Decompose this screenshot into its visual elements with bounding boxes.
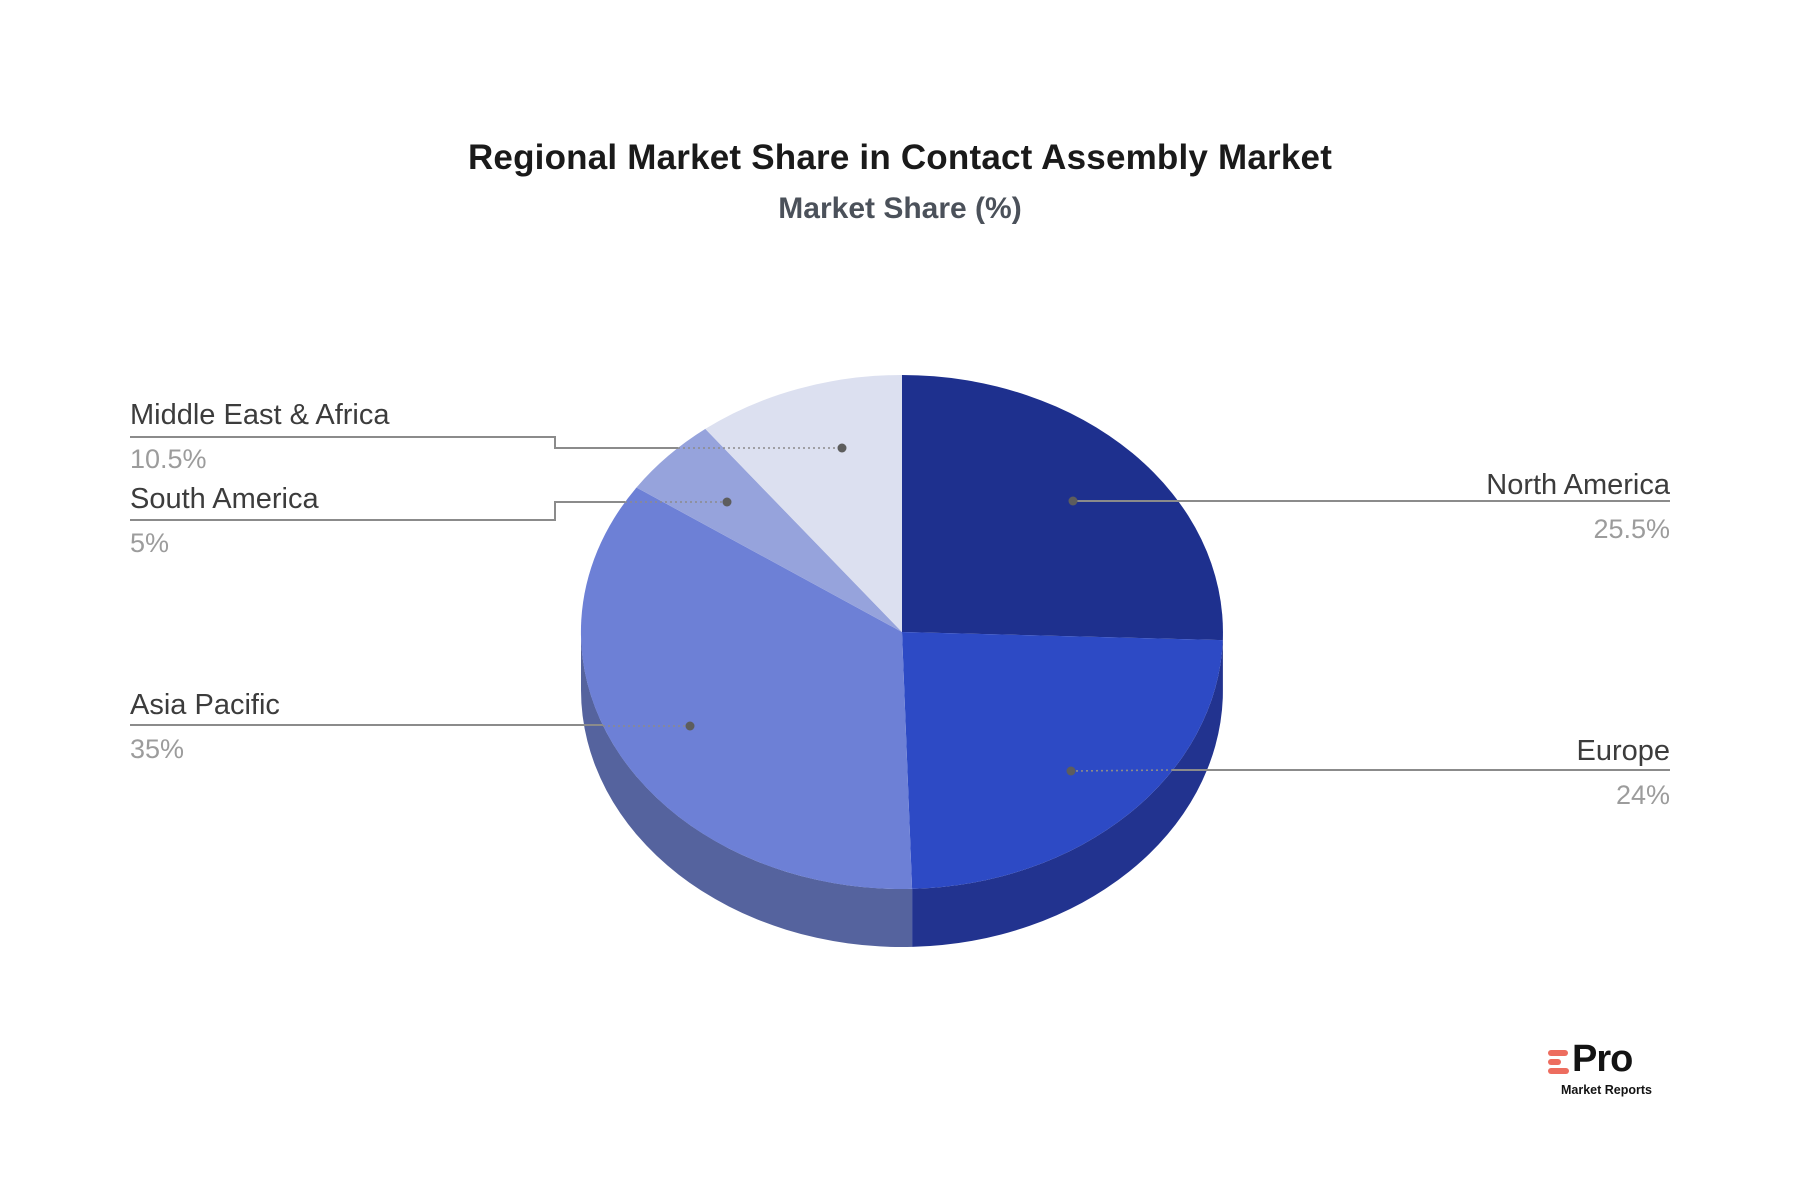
callout-value-north-america: 25.5% [1593,514,1670,545]
pie-slice-south-america[interactable] [636,428,903,632]
callout-north-america: North America 25.5% [1486,469,1670,545]
pie-slice-north-america[interactable] [902,375,1223,641]
pie-slice-side-asia-pacific [581,632,913,948]
callout-label-middle-east-africa: Middle East & Africa [130,399,390,431]
callout-lines [130,436,1670,776]
callout-value-middle-east-africa: 10.5% [130,444,207,475]
callout-asia-pacific: Asia Pacific 35% [130,689,280,765]
callout-middle-east-africa: Middle East & Africa 10.5% [130,399,390,475]
logo-brand-text: Pro [1572,1038,1633,1080]
logo-bar-icon [1548,1068,1569,1074]
chart-title: Regional Market Share in Contact Assembl… [467,138,1333,177]
callout-dot-north-america [1068,496,1078,506]
callout-label-north-america: North America [1486,469,1670,501]
pie-slice-asia-pacific[interactable] [580,487,913,890]
pie-slice-middle-east-africa[interactable] [705,375,902,632]
callout-dotted-europe [1070,769,1173,772]
pie-top [580,375,1223,890]
callout-line-south-america [130,501,625,521]
callout-value-europe: 24% [1615,780,1670,811]
chart-subtitle: Market Share (%) [778,192,1022,225]
callout-label-europe: Europe [1576,735,1670,767]
callout-value-south-america: 5% [130,528,170,559]
callout-south-america: South America 5% [130,483,319,559]
callout-line-middle-east-africa [130,436,678,449]
pie-slice-side-europe [912,640,1223,947]
callout-dot-south-america [722,497,732,507]
logo-bar-icon [1548,1059,1561,1065]
logo-tagline-text: Market Reports [1561,1083,1652,1097]
callout-dot-middle-east-africa [837,443,847,453]
pie-slice-europe[interactable] [902,632,1223,889]
logo-bar-icon [1548,1050,1568,1056]
callout-label-asia-pacific: Asia Pacific [130,689,280,721]
brand-logo: Pro Market Reports [1548,1038,1652,1101]
pie-rim [581,632,1223,948]
callout-value-asia-pacific: 35% [130,734,185,765]
callout-dot-asia-pacific [685,721,695,731]
callout-europe: Europe 24% [1576,735,1670,811]
callout-dot-europe [1066,766,1076,776]
callout-label-south-america: South America [130,483,319,515]
